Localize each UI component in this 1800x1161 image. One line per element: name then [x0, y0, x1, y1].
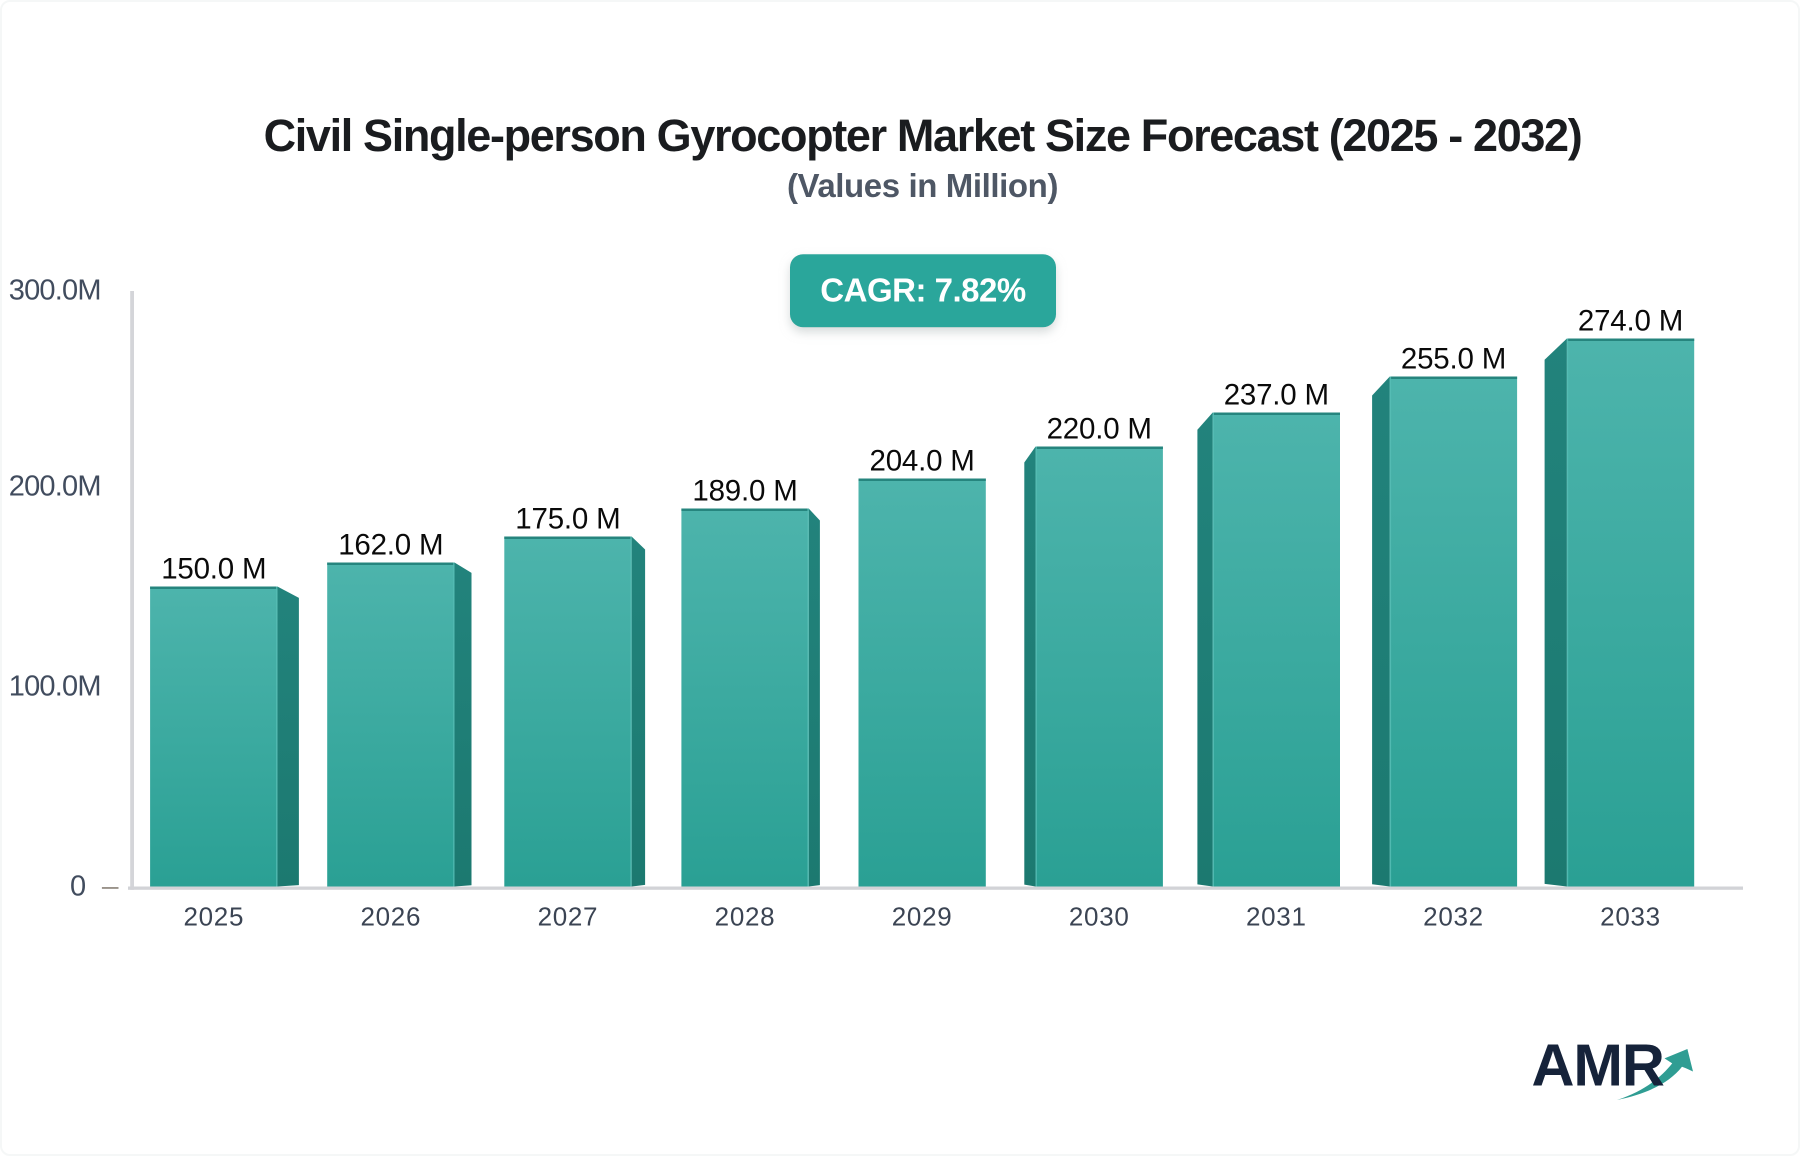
- svg-text:2028: 2028: [715, 902, 776, 932]
- svg-text:2031: 2031: [1246, 902, 1307, 932]
- svg-text:150.0 M: 150.0 M: [161, 553, 266, 586]
- svg-text:200.0M: 200.0M: [9, 471, 101, 503]
- svg-text:0: 0: [70, 870, 85, 902]
- svg-text:175.0 M: 175.0 M: [515, 503, 620, 536]
- svg-text:Civil Single-person Gyrocopter: Civil Single-person Gyrocopter Market Si…: [264, 110, 1582, 161]
- svg-text:162.0 M: 162.0 M: [338, 529, 443, 562]
- svg-text:2026: 2026: [360, 902, 421, 932]
- svg-text:220.0 M: 220.0 M: [1047, 413, 1152, 446]
- svg-text:100.0M: 100.0M: [9, 670, 101, 702]
- svg-text:2025: 2025: [183, 902, 244, 932]
- svg-text:(Values in Million): (Values in Million): [787, 167, 1058, 204]
- svg-text:189.0 M: 189.0 M: [692, 475, 797, 508]
- svg-text:2029: 2029: [892, 902, 953, 932]
- svg-text:300.0M: 300.0M: [9, 275, 101, 307]
- svg-text:204.0 M: 204.0 M: [869, 445, 974, 478]
- svg-text:2030: 2030: [1069, 902, 1130, 932]
- svg-text:274.0 M: 274.0 M: [1578, 305, 1683, 338]
- svg-text:CAGR: 7.82%: CAGR: 7.82%: [820, 271, 1026, 308]
- svg-text:2032: 2032: [1423, 902, 1484, 932]
- svg-text:2033: 2033: [1600, 902, 1661, 932]
- svg-text:AMR: AMR: [1532, 1031, 1664, 1098]
- svg-text:255.0 M: 255.0 M: [1401, 343, 1506, 376]
- svg-text:2027: 2027: [538, 902, 599, 932]
- svg-text:237.0 M: 237.0 M: [1224, 379, 1329, 412]
